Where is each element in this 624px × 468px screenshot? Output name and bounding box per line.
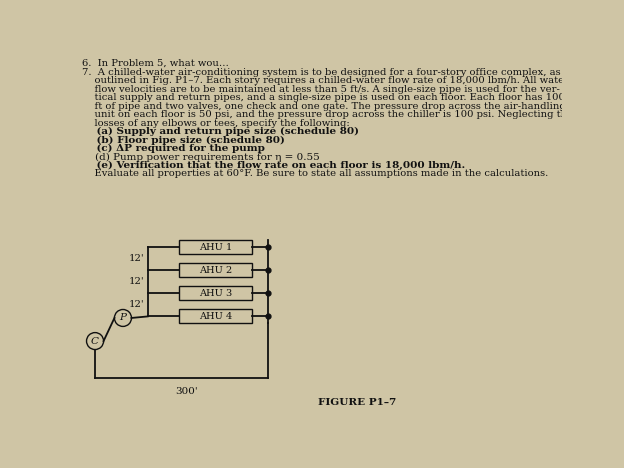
Text: AHU 4: AHU 4: [199, 312, 232, 321]
FancyBboxPatch shape: [178, 240, 252, 254]
FancyBboxPatch shape: [178, 263, 252, 277]
Text: 12': 12': [129, 277, 144, 286]
Text: ft of pipe and two valves, one check and one gate. The pressure drop across the : ft of pipe and two valves, one check and…: [82, 102, 565, 110]
Text: AHU 3: AHU 3: [199, 289, 232, 298]
Text: C: C: [91, 336, 99, 345]
Text: (b) Floor pipe size (schedule 80): (b) Floor pipe size (schedule 80): [82, 135, 285, 145]
Circle shape: [114, 309, 132, 327]
Text: 7.  A chilled-water air-conditioning system is to be designed for a four-story o: 7. A chilled-water air-conditioning syst…: [82, 68, 560, 77]
Text: Evaluate all properties at 60°F. Be sure to state all assumptions made in the ca: Evaluate all properties at 60°F. Be sure…: [82, 169, 548, 178]
Text: (d) Pump power requirements for η = 0.55: (d) Pump power requirements for η = 0.55: [82, 153, 319, 161]
Text: losses of any elbows or tees, specify the following:: losses of any elbows or tees, specify th…: [82, 118, 349, 127]
Text: 12': 12': [129, 254, 144, 263]
Text: (c) ΔP required for the pump: (c) ΔP required for the pump: [82, 144, 265, 153]
Text: outlined in Fig. P1–7. Each story requires a chilled-water flow rate of 18,000 l: outlined in Fig. P1–7. Each story requir…: [82, 76, 569, 85]
Text: flow velocities are to be maintained at less than 5 ft/s. A single-size pipe is : flow velocities are to be maintained at …: [82, 85, 560, 94]
Text: (e) Verification that the flow rate on each floor is 18,000 lbm/h.: (e) Verification that the flow rate on e…: [82, 161, 465, 170]
FancyBboxPatch shape: [178, 309, 252, 323]
Circle shape: [87, 333, 104, 350]
Text: P: P: [119, 314, 127, 322]
Text: tical supply and return pipes, and a single-size pipe is used on each floor. Eac: tical supply and return pipes, and a sin…: [82, 93, 565, 102]
Text: FIGURE P1–7: FIGURE P1–7: [318, 398, 396, 407]
Text: 300': 300': [175, 387, 198, 396]
Text: (a) Supply and return pipe size (schedule 80): (a) Supply and return pipe size (schedul…: [82, 127, 359, 136]
Text: unit on each floor is 50 psi, and the pressure drop across the chiller is 100 ps: unit on each floor is 50 psi, and the pr…: [82, 110, 573, 119]
Text: 6.  In Problem 5, what wou…: 6. In Problem 5, what wou…: [82, 58, 229, 67]
Text: AHU 2: AHU 2: [199, 266, 232, 275]
FancyBboxPatch shape: [178, 286, 252, 300]
Text: AHU 1: AHU 1: [199, 242, 232, 252]
Text: 12': 12': [129, 300, 144, 309]
